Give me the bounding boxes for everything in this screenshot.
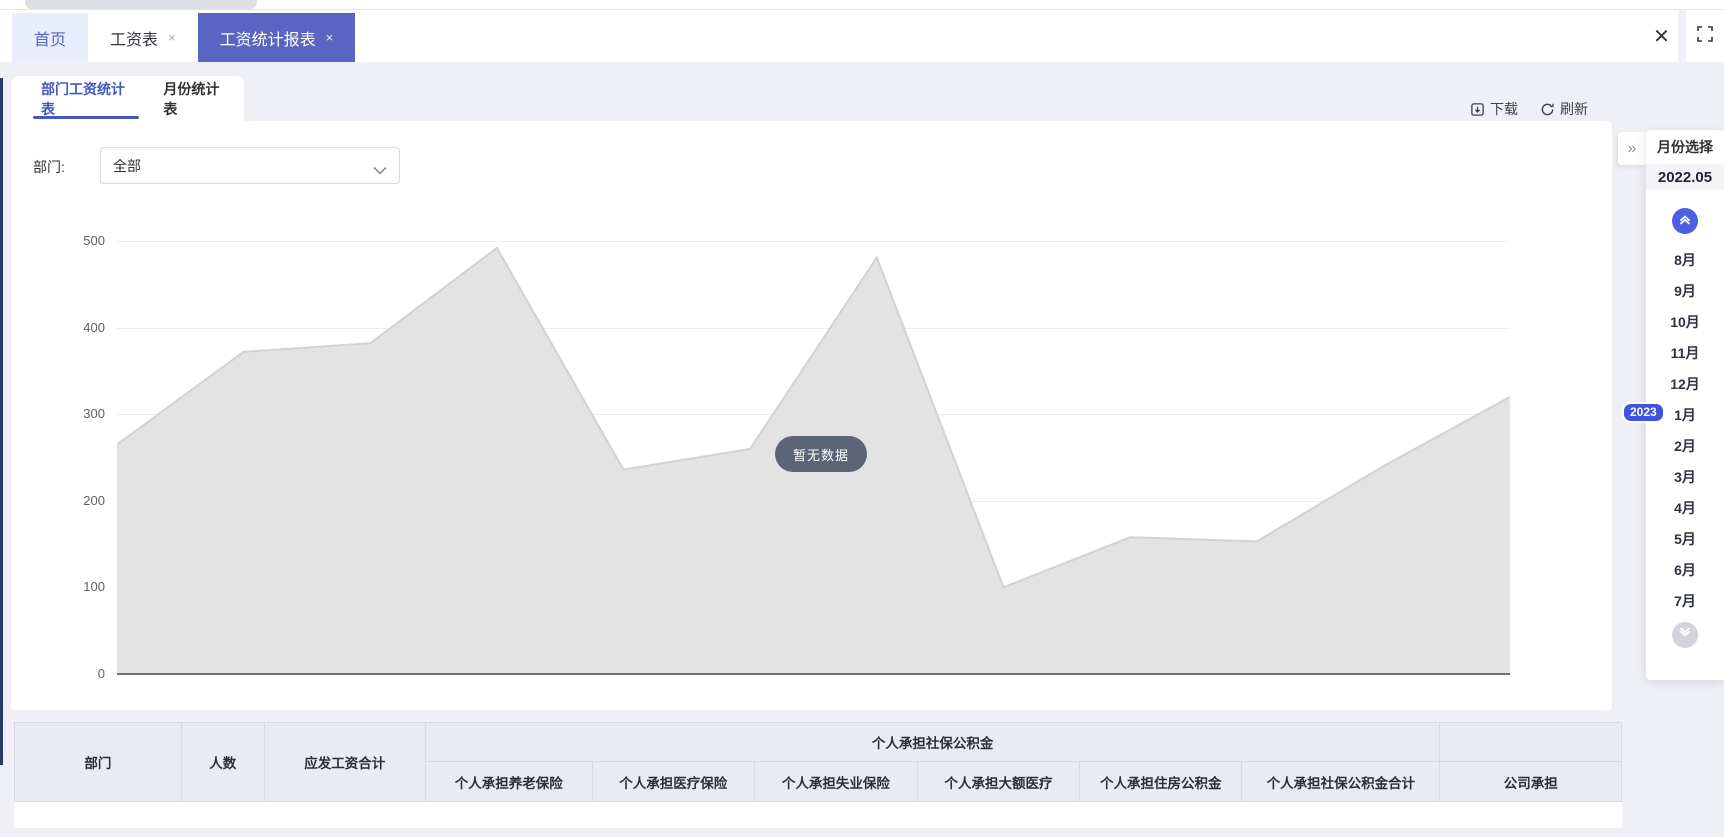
tab-close-icon[interactable]: × bbox=[325, 30, 334, 45]
subtab-month-stats-label: 月份统计表 bbox=[163, 80, 220, 117]
close-icon: ✕ bbox=[1653, 25, 1670, 48]
gridline bbox=[117, 327, 1510, 329]
subtab-bar: 部门工资统计表 月份统计表 bbox=[11, 76, 244, 121]
sub-column-header: 个人承担住房公积金 bbox=[1079, 761, 1243, 802]
area-series-line bbox=[117, 246, 1510, 589]
scroll-down-button[interactable] bbox=[1672, 622, 1698, 648]
sub-column-header: 个人承担养老保险 bbox=[424, 761, 593, 802]
tab-home-label: 首页 bbox=[34, 31, 67, 49]
sub-column-header: 公司承担 bbox=[1439, 761, 1622, 802]
y-tick-label: 200 bbox=[83, 492, 105, 508]
sub-column-header: 个人承担大额医疗 bbox=[916, 761, 1081, 802]
fullscreen-icon bbox=[1696, 25, 1714, 48]
chart-panel: 部门: 全部 0 100 200 300 400 500 暂无数据 bbox=[11, 121, 1612, 710]
y-tick-label: 400 bbox=[83, 319, 105, 335]
window-left-edge bbox=[0, 78, 3, 765]
group-column-header: 个人承担社保公积金 bbox=[424, 722, 1441, 762]
window-close-button[interactable]: ✕ bbox=[1645, 10, 1678, 62]
summary-table-card: 部门 人数 应发工资合计 个人承担社保公积金 个人承担养老保险 个人承担医疗保险 个人承担失… bbox=[14, 722, 1622, 828]
month-item-12[interactable]: 12月 bbox=[1670, 375, 1700, 392]
column-header: 应发工资合计 bbox=[263, 722, 426, 802]
y-tick-label: 300 bbox=[83, 406, 105, 422]
month-item-11[interactable]: 11月 bbox=[1670, 344, 1700, 361]
tab-close-icon[interactable]: × bbox=[168, 30, 176, 45]
y-tick-label: 100 bbox=[83, 579, 105, 595]
tab-salary-sheet-label: 工资表 bbox=[110, 31, 159, 49]
tab-salary-report[interactable]: 工资统计报表 × bbox=[197, 13, 356, 62]
month-panel-title: 月份选择 bbox=[1657, 139, 1713, 155]
year-badge: 2023 bbox=[1622, 402, 1665, 423]
sub-column-header: 个人承担社保公积金合计 bbox=[1241, 761, 1441, 802]
month-item-10[interactable]: 10月 bbox=[1670, 313, 1700, 330]
department-filter-label: 部门: bbox=[33, 159, 65, 175]
tab-home[interactable]: 首页 bbox=[12, 13, 89, 62]
month-item-9[interactable]: 9月 bbox=[1674, 282, 1696, 299]
refresh-button[interactable]: 刷新 bbox=[1540, 99, 1588, 119]
scroll-up-button[interactable] bbox=[1672, 208, 1698, 234]
refresh-icon bbox=[1540, 102, 1555, 117]
refresh-label: 刷新 bbox=[1560, 101, 1588, 117]
column-header: 部门 bbox=[14, 722, 182, 802]
chevron-down-icon bbox=[373, 162, 387, 178]
group-column-header-clipped bbox=[1439, 722, 1622, 762]
top-tab-bar: 首页 工资表 × 工资统计报表 × bbox=[0, 10, 1724, 62]
sub-column-header: 个人承担失业保险 bbox=[753, 761, 918, 802]
month-panel-collapse-button[interactable]: » bbox=[1618, 132, 1646, 165]
y-tick-label: 500 bbox=[83, 233, 105, 248]
chevrons-down-icon bbox=[1678, 626, 1692, 645]
download-label: 下载 bbox=[1490, 101, 1518, 117]
current-month-value[interactable]: 2022.05 bbox=[1646, 164, 1724, 190]
window-button-divider bbox=[1678, 10, 1686, 62]
table-body-empty bbox=[14, 802, 1622, 828]
department-select[interactable]: 全部 bbox=[100, 147, 400, 184]
tab-list: 首页 工资表 × 工资统计报表 × bbox=[12, 13, 356, 62]
month-item-3[interactable]: 3月 bbox=[1674, 468, 1696, 485]
summary-table: 部门 人数 应发工资合计 个人承担社保公积金 个人承担养老保险 个人承担医疗保险 个人承担失… bbox=[14, 722, 1622, 802]
month-list: 8月 9月 10月 11月 12月 1月 2月 3月 4月 5月 6月 7月 bbox=[1646, 244, 1724, 616]
tab-salary-sheet[interactable]: 工资表 × bbox=[88, 13, 198, 62]
tab-salary-report-label: 工资统计报表 bbox=[219, 31, 316, 49]
month-item-1[interactable]: 1月 bbox=[1674, 406, 1696, 423]
sub-column-header: 个人承担医疗保险 bbox=[591, 761, 755, 802]
browser-strip bbox=[0, 0, 1724, 10]
chevrons-right-icon: » bbox=[1627, 139, 1637, 157]
subtab-month-stats[interactable]: 月份统计表 bbox=[147, 76, 244, 121]
x-axis-line bbox=[117, 673, 1510, 675]
chevrons-up-icon bbox=[1678, 212, 1692, 231]
download-icon bbox=[1470, 102, 1485, 117]
month-item-7[interactable]: 7月 bbox=[1674, 592, 1696, 609]
month-item-6[interactable]: 6月 bbox=[1674, 561, 1696, 578]
gridline bbox=[117, 241, 1510, 242]
download-button[interactable]: 下载 bbox=[1470, 99, 1518, 119]
month-item-2[interactable]: 2月 bbox=[1674, 437, 1696, 454]
month-item-4[interactable]: 4月 bbox=[1674, 499, 1696, 516]
subtab-department-stats[interactable]: 部门工资统计表 bbox=[25, 76, 147, 121]
month-item-5[interactable]: 5月 bbox=[1674, 530, 1696, 547]
y-tick-label: 0 bbox=[97, 666, 105, 681]
chart-toolbar: 下载 刷新 bbox=[1470, 98, 1588, 120]
column-header: 人数 bbox=[180, 722, 265, 802]
department-select-value: 全部 bbox=[113, 157, 141, 174]
month-item-8[interactable]: 8月 bbox=[1674, 251, 1696, 268]
fullscreen-button[interactable] bbox=[1686, 10, 1724, 62]
browser-tab-remnant bbox=[25, 0, 257, 9]
no-data-tooltip: 暂无数据 bbox=[775, 436, 867, 472]
subtab-department-stats-label: 部门工资统计表 bbox=[41, 80, 125, 117]
